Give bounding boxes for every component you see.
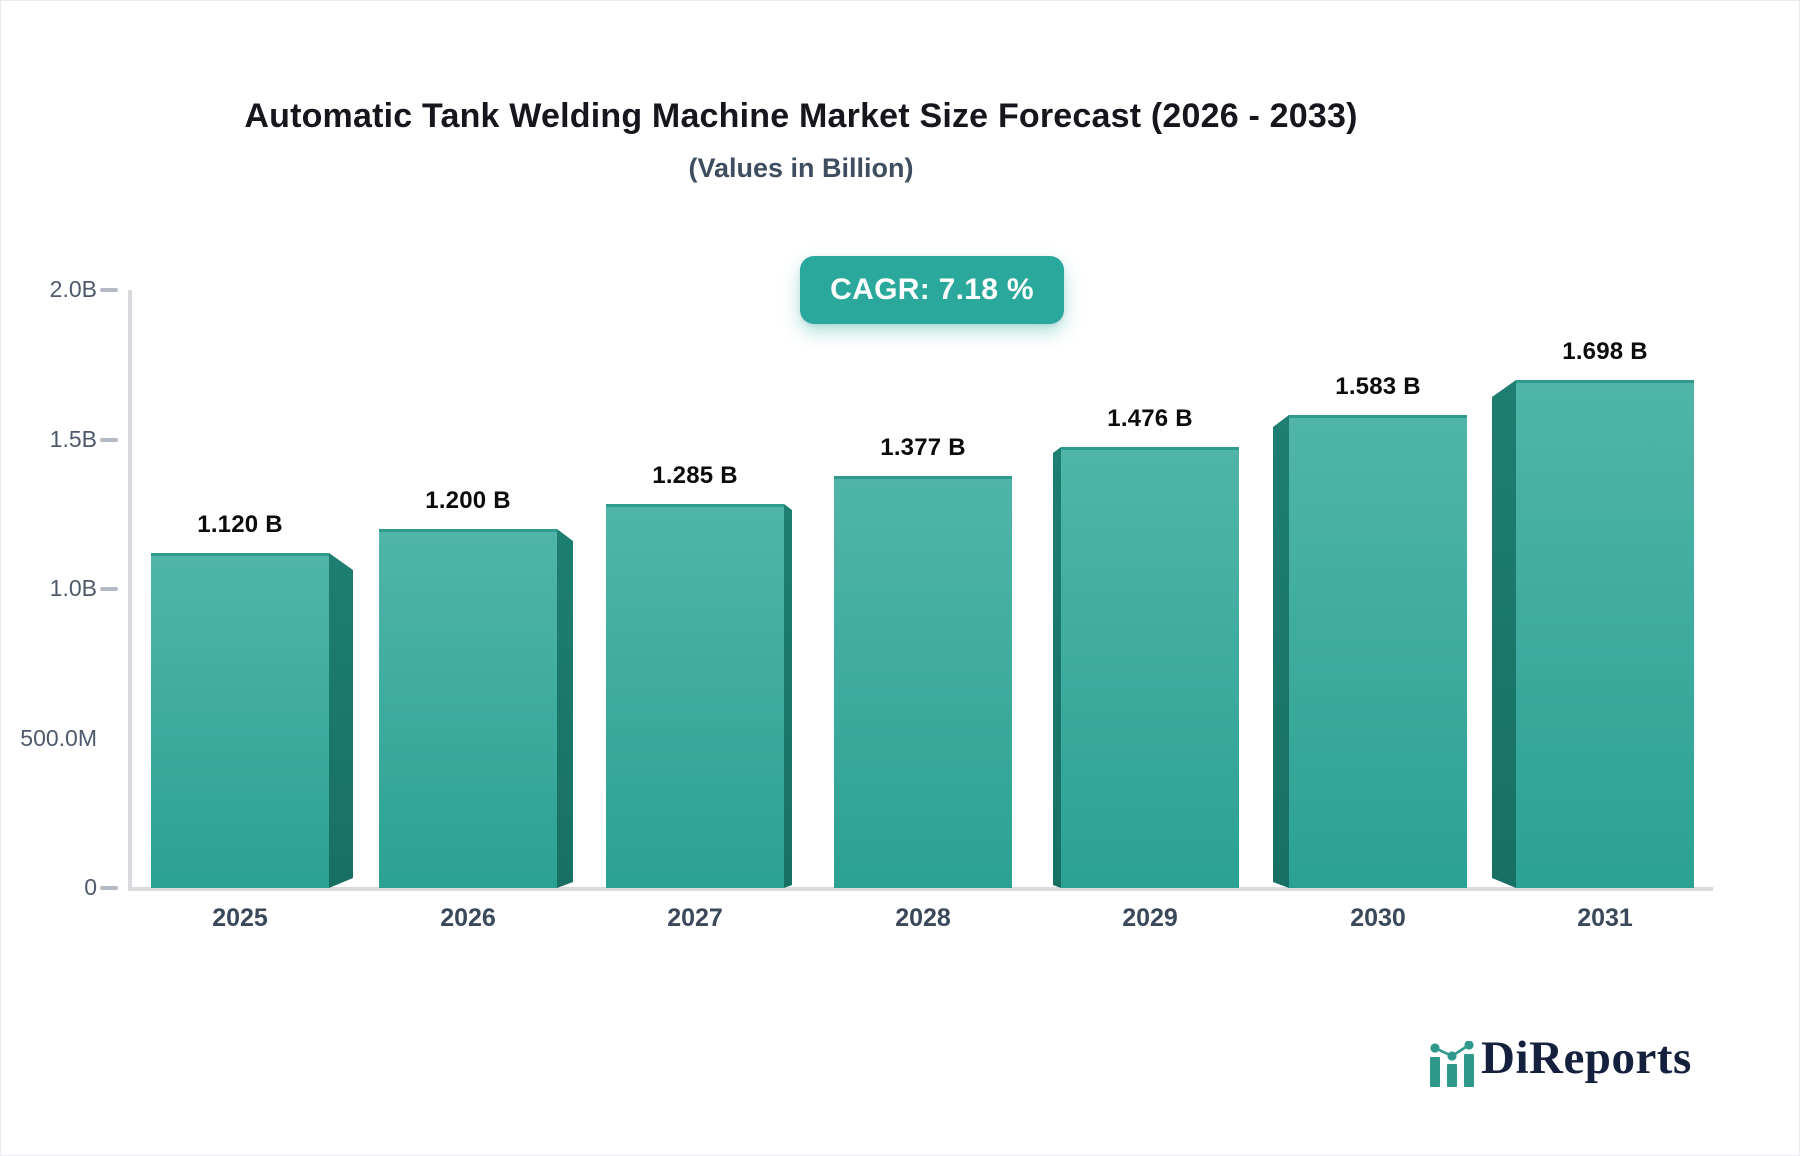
y-axis-tick-label: 1.5B xyxy=(49,425,97,452)
bar-value-label-2027: 1.285 B xyxy=(652,462,738,489)
direports-logo: DiReports xyxy=(1429,1032,1692,1087)
bar-3d-side-2030 xyxy=(1273,415,1289,888)
bar-value-label-2026: 1.200 B xyxy=(425,487,511,514)
x-axis-line xyxy=(128,887,1713,891)
bar-2026[interactable] xyxy=(379,529,557,888)
y-axis-tick-mark xyxy=(100,437,118,442)
x-axis-label-2030: 2030 xyxy=(1350,904,1406,932)
bar-chart-logo-icon xyxy=(1430,1041,1474,1087)
y-axis-tick-label: 2.0B xyxy=(49,276,97,302)
logo-text: DiReports xyxy=(1481,1032,1692,1084)
bar-value-label-2030: 1.583 B xyxy=(1335,373,1421,400)
bar-value-label-2025: 1.120 B xyxy=(197,511,283,538)
page-subtitle: (Values in Billion) xyxy=(688,153,914,183)
x-axis-label-2026: 2026 xyxy=(440,904,496,932)
bar-3d-side-2027 xyxy=(784,504,792,888)
y-axis-tick-mark xyxy=(100,587,118,591)
y-axis-tick-mark xyxy=(100,886,118,890)
x-axis-label-2028: 2028 xyxy=(895,904,951,932)
y-axis-tick-label: 500.0M xyxy=(20,724,97,751)
cagr-badge-label: CAGR: 7.18 % xyxy=(830,273,1034,306)
bar-2025[interactable] xyxy=(151,553,329,888)
y-axis-tick-label: 1.0B xyxy=(49,575,97,601)
bar-3d-side-2029 xyxy=(1053,447,1061,888)
bar-value-label-2029: 1.476 B xyxy=(1107,405,1193,432)
bar-3d-side-2031 xyxy=(1492,380,1516,888)
x-axis-label-2031: 2031 xyxy=(1577,904,1633,932)
bar-value-label-2031: 1.698 B xyxy=(1562,338,1648,365)
y-axis-tick-label: 0 xyxy=(84,874,97,900)
y-axis-line xyxy=(128,290,132,891)
page-title: Automatic Tank Welding Machine Market Si… xyxy=(244,97,1358,135)
x-axis-label-2027: 2027 xyxy=(667,904,723,932)
x-axis-label-2029: 2029 xyxy=(1122,904,1178,932)
bar-3d-side-2026 xyxy=(557,529,573,888)
bar-2027[interactable] xyxy=(606,504,784,888)
cagr-badge: CAGR: 7.18 % xyxy=(800,256,1064,324)
bar-value-label-2028: 1.377 B xyxy=(880,434,966,461)
bar-2031[interactable] xyxy=(1516,380,1694,888)
bar-2029[interactable] xyxy=(1061,447,1239,888)
bar-2030[interactable] xyxy=(1289,415,1467,888)
bar-3d-side-2025 xyxy=(329,553,353,888)
bar-2028[interactable] xyxy=(834,476,1012,888)
x-axis-label-2025: 2025 xyxy=(212,904,268,932)
y-axis-tick-mark xyxy=(100,288,118,292)
